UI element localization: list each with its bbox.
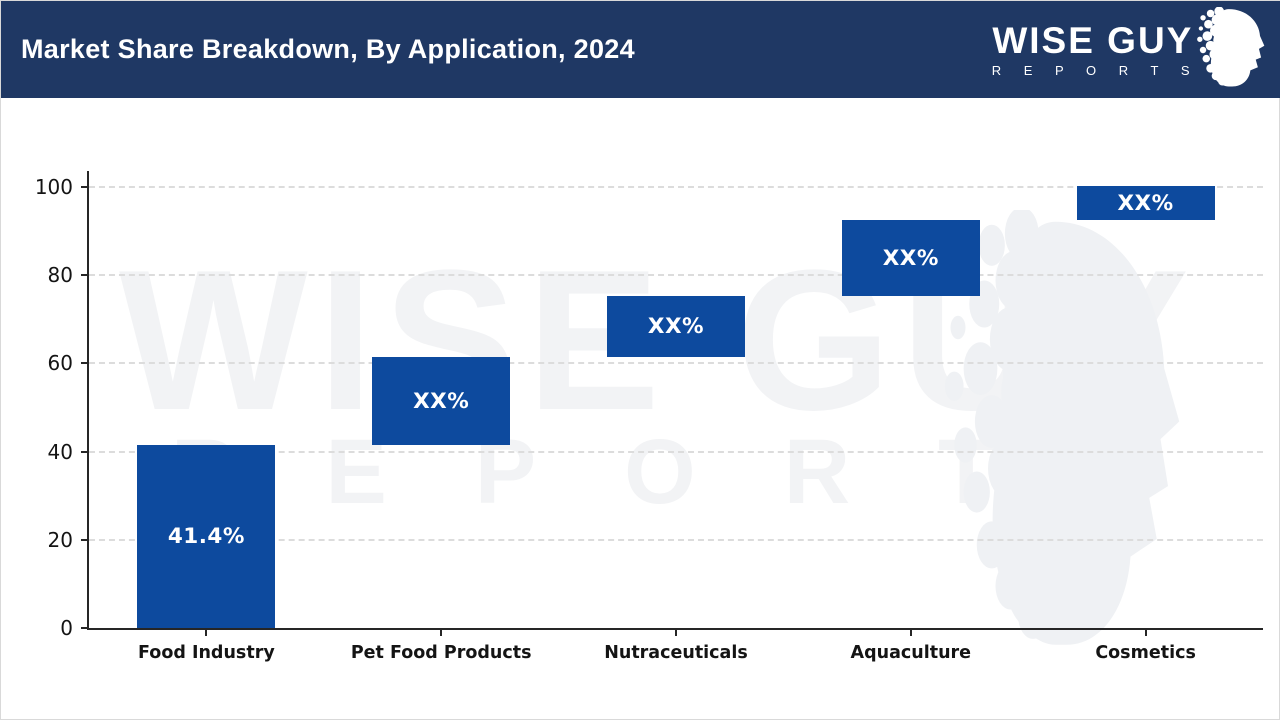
header-bar: Market Share Breakdown, By Application, … xyxy=(1,1,1280,98)
brand-wordmark: WISE GUY xyxy=(992,20,1194,61)
y-tick-mark xyxy=(81,450,89,453)
waterfall-bar: XX% xyxy=(372,357,511,446)
y-gridline xyxy=(89,186,1263,188)
x-tick-mark xyxy=(1144,628,1147,636)
chart-title: Market Share Breakdown, By Application, … xyxy=(21,34,635,64)
bar-value-label: 41.4% xyxy=(167,524,245,550)
y-gridline xyxy=(89,274,1263,277)
y-tick-label: 80 xyxy=(47,263,73,288)
y-tick-mark xyxy=(81,186,89,188)
bar-value-label: XX% xyxy=(882,245,939,271)
x-tick-label: Nutraceuticals xyxy=(604,643,748,663)
chart-canvas: WISE GUY REPORTS 0 20 40 60 80 100 41.4% Food I… xyxy=(1,98,1280,721)
x-tick-label: Pet Food Products xyxy=(350,643,532,663)
y-tick-mark xyxy=(81,538,89,541)
brand-logo: WISE GUY R E P O R T S xyxy=(987,6,1267,93)
bar-value-label: XX% xyxy=(647,314,705,340)
waterfall-bar: XX% xyxy=(841,220,980,296)
y-tick-mark xyxy=(81,274,89,277)
x-tick-mark xyxy=(675,628,677,636)
x-tick-mark xyxy=(205,628,208,636)
y-tick-label: 100 xyxy=(34,175,73,199)
waterfall-bar: XX% xyxy=(607,295,745,358)
y-gridline xyxy=(89,538,1263,541)
y-tick-label: 0 xyxy=(60,616,73,640)
x-tick-mark xyxy=(909,628,912,636)
y-gridline xyxy=(89,362,1263,365)
y-tick-label: 20 xyxy=(47,527,73,552)
x-tick-label: Aquaculture xyxy=(850,643,972,663)
y-tick-label: 40 xyxy=(47,439,73,464)
x-tick-mark xyxy=(440,628,443,636)
bar-value-label: XX% xyxy=(1117,190,1174,216)
x-tick-label: Food Industry xyxy=(138,643,275,663)
plot-area: 0 20 40 60 80 100 41.4% Food Industry XX% Pet Foo… xyxy=(35,171,1263,663)
y-gridline xyxy=(89,450,1263,453)
y-tick-label: 60 xyxy=(47,351,73,376)
y-tick-mark xyxy=(81,627,89,629)
waterfall-bar: 41.4% xyxy=(137,445,276,628)
brand-subtext: R E P O R T S xyxy=(991,63,1199,78)
wise-guy-head-icon xyxy=(1197,6,1265,87)
bar-value-label: XX% xyxy=(413,388,470,414)
brand-logo-text: WISE GUY R E P O R T S xyxy=(987,22,1199,77)
y-tick-mark xyxy=(81,362,89,365)
waterfall-bar: XX% xyxy=(1076,186,1215,221)
y-axis-spine xyxy=(87,171,89,630)
x-tick-label: Cosmetics xyxy=(1095,643,1196,663)
